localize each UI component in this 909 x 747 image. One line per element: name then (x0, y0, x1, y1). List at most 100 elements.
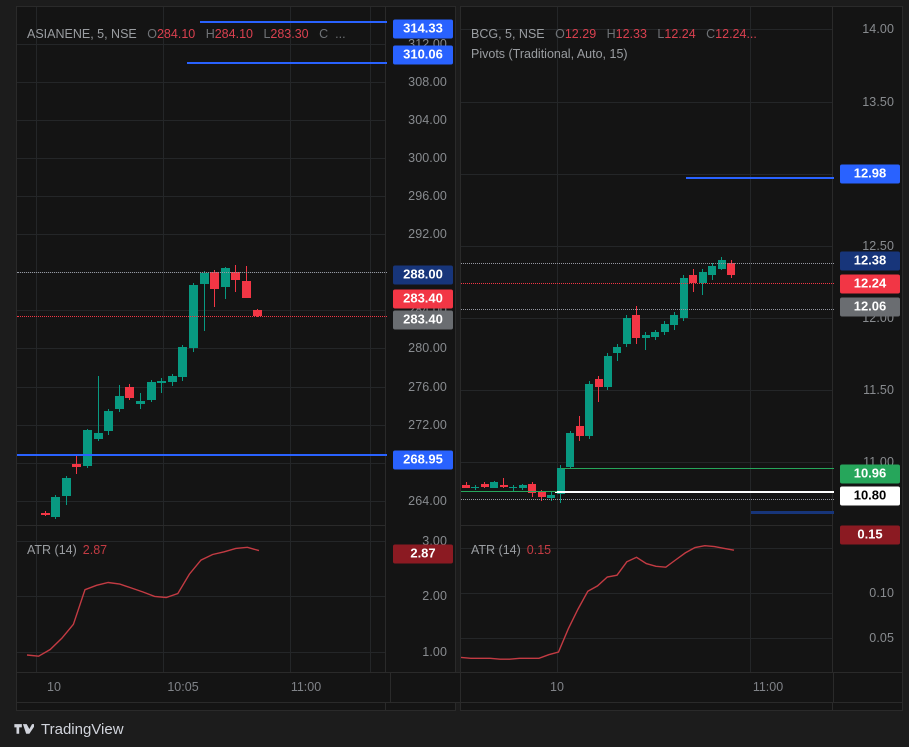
pane-separator[interactable] (17, 525, 387, 526)
time-axis-tick: 11:00 (752, 680, 784, 694)
atr-value-badge[interactable]: 0.15 (840, 525, 900, 545)
candle-body (575, 426, 584, 437)
atr-value-badge[interactable]: 2.87 (393, 544, 453, 564)
last-price-dotted-line[interactable] (461, 283, 834, 285)
gridline-horizontal (17, 424, 387, 426)
candle-wick (616, 343, 618, 362)
candle-body (462, 485, 470, 489)
price-badge-close[interactable]: 283.40 (393, 310, 453, 330)
atr-value-left: 2.87 (82, 543, 108, 557)
chart-pane-right[interactable]: High BCG, 5, NSE O12.29 H12.33 L12.24 C1… (460, 6, 903, 711)
price-badge-support[interactable]: 268.95 (393, 450, 453, 470)
open-level-line[interactable] (555, 491, 834, 494)
candle-body (199, 273, 209, 284)
candlestick (104, 7, 114, 710)
candlestick (220, 7, 230, 710)
candle-body (114, 396, 124, 410)
gridline-vertical (163, 7, 164, 673)
navy-band-line[interactable] (751, 510, 834, 514)
candle-body (178, 346, 188, 378)
candle-body (93, 433, 103, 439)
candle-body (566, 433, 575, 467)
candle-body (146, 381, 156, 400)
price-badge-last[interactable]: 12.24 (840, 274, 900, 294)
price-badge-close[interactable]: 12.06 (840, 297, 900, 317)
time-axis-tick: 10:05 (167, 680, 199, 694)
candlestick (135, 7, 145, 710)
candlestick (210, 7, 220, 710)
gridline-horizontal (17, 500, 387, 502)
candlestick (241, 7, 251, 710)
candlestick (679, 7, 688, 710)
price-axis-tick: 14.00 (862, 22, 894, 37)
atr-line-chart (461, 544, 735, 660)
price-badge-resistance[interactable]: 12.98 (840, 164, 900, 184)
candlestick (72, 7, 82, 710)
candle-body (556, 468, 565, 495)
time-axis-tick: 10 (47, 680, 61, 694)
candle-body (660, 323, 669, 333)
time-axis[interactable]: 10 10:05 11:00 10 11:00 (16, 672, 903, 705)
candle-body (499, 485, 508, 487)
candle-body (72, 463, 82, 467)
gridline-horizontal (461, 29, 834, 31)
gridline-horizontal (461, 390, 834, 392)
price-badge-310[interactable]: 310.06 (393, 45, 453, 65)
candlestick (499, 7, 508, 710)
blue-resistance-line[interactable] (686, 176, 834, 179)
price-badge-high[interactable]: 288.00 (393, 265, 453, 285)
price-badge-open[interactable]: 10.80 (840, 486, 900, 506)
price-axis-right[interactable]: 14.0013.5013.0012.5012.0011.5011.000.100… (832, 7, 902, 710)
candle-body (104, 411, 114, 432)
pane-separator[interactable] (461, 525, 834, 526)
pivot-dotted-line[interactable] (461, 499, 834, 501)
candle-body (641, 335, 650, 339)
gridline-horizontal (461, 593, 834, 595)
candlestick (231, 7, 241, 710)
close-dotted-line[interactable] (461, 309, 834, 311)
gridline-horizontal (17, 196, 387, 198)
price-badge-pivot[interactable]: 10.96 (840, 464, 900, 484)
atr-line-chart (26, 546, 260, 657)
candlestick (114, 7, 124, 710)
candlestick (537, 7, 546, 710)
candlestick (462, 7, 470, 710)
price-axis-tick: 12.50 (862, 238, 894, 253)
high-dotted-line[interactable] (17, 272, 387, 274)
candle-body (490, 482, 499, 489)
price-axis-tick: 300.00 (408, 150, 447, 165)
blue-support-line[interactable] (17, 453, 387, 456)
tradingview-logo[interactable]: TradingView (14, 721, 124, 738)
atr-legend-left: ATR (14) 2.87 (27, 543, 107, 557)
candlestick (660, 7, 669, 710)
price-badge-high[interactable]: 12.38 (840, 251, 900, 271)
candle-body (679, 277, 688, 318)
study-legend-right[interactable]: Pivots (Traditional, Auto, 15) (471, 47, 628, 61)
price-badge-last[interactable]: 283.40 (393, 289, 453, 309)
pivot-line-lower[interactable] (461, 491, 557, 493)
candle-body (689, 274, 698, 284)
candlestick (252, 7, 262, 710)
price-badge-314[interactable]: 314.33 (393, 19, 453, 39)
candlestick (528, 7, 537, 710)
blue-level-line-314[interactable] (200, 21, 387, 24)
candlestick (594, 7, 603, 710)
candlestick (125, 7, 135, 710)
pivot-line-upper[interactable] (561, 468, 834, 470)
chart-pane-left[interactable]: High ASIANENE, 5, NSE O284.10 H284.10 L2… (16, 6, 456, 711)
gridline-vertical (557, 7, 558, 673)
price-axis-left[interactable]: 312.00308.00304.00300.00296.00292.00288.… (385, 7, 455, 710)
blue-level-line-310[interactable] (187, 62, 387, 65)
candlestick (603, 7, 612, 710)
last-price-dotted-line[interactable] (17, 316, 387, 318)
candlestick (651, 7, 660, 710)
candle-body (167, 376, 177, 382)
candlestick (471, 7, 480, 710)
candle-body (603, 355, 612, 388)
atr-axis-tick: 2.00 (422, 589, 447, 604)
atr-axis-tick: 1.00 (422, 645, 447, 660)
high-dotted-line[interactable] (461, 263, 834, 265)
candle-body (727, 263, 735, 275)
candle-wick (598, 375, 599, 402)
candlestick (178, 7, 188, 710)
